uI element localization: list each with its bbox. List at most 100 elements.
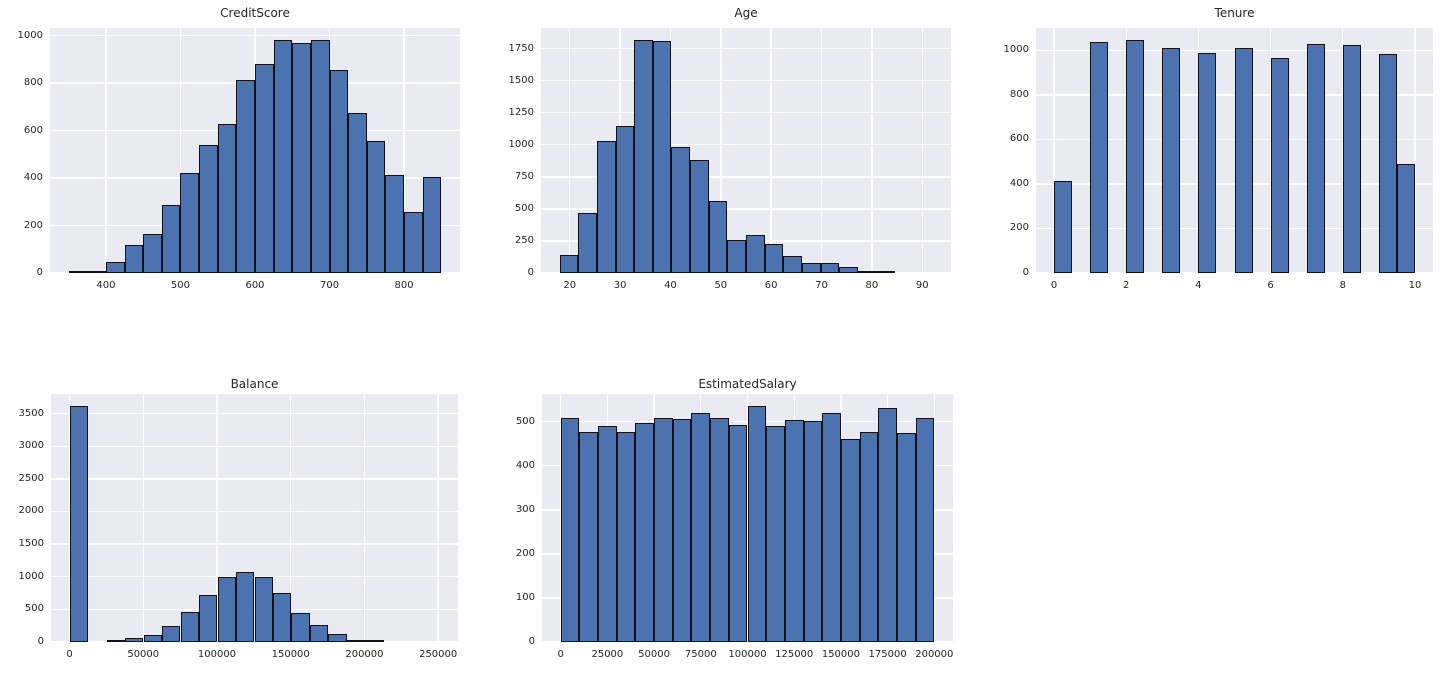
x-tick-label: 700 [319, 280, 340, 291]
histogram-bar [199, 595, 218, 642]
x-tick-label: 50 [714, 280, 728, 291]
x-gridline [746, 394, 749, 642]
x-tick-label: 30 [613, 280, 627, 291]
y-tick-label: 1750 [508, 42, 534, 54]
y-tick-label: 200 [515, 547, 535, 559]
x-gridline [1342, 28, 1344, 273]
chart-title-balance: Balance [230, 377, 279, 391]
y-tick-label: 3500 [18, 407, 44, 419]
y-gridline [51, 412, 458, 415]
histogram-bar [803, 420, 823, 642]
x-tick-label: 0 [1050, 280, 1058, 291]
histogram-bar [1126, 39, 1145, 273]
x-gridline [871, 28, 873, 273]
histogram-bar [217, 123, 237, 273]
y-tick-label: 500 [24, 603, 44, 615]
histogram-bar [236, 572, 255, 642]
x-tick-label: 600 [245, 280, 265, 291]
histogram-bar [598, 425, 617, 642]
histogram-bar [180, 173, 200, 273]
plot-area-tenure: 0 200 400 600 800 1000 0 2 4 6 8 10 [1004, 28, 1433, 291]
histogram-bar [1378, 53, 1397, 273]
histogram-bar [560, 418, 580, 642]
histogram-bar [691, 413, 711, 642]
y-tick-label: 200 [23, 219, 43, 231]
histogram-bar [161, 205, 181, 273]
histogram-bar [616, 431, 636, 642]
histogram-bar [217, 576, 236, 642]
histogram-bar [747, 406, 767, 642]
histogram-bar [346, 639, 366, 642]
histogram-bar [69, 405, 88, 642]
histogram-bar [876, 271, 896, 273]
x-tick-label: 8 [1339, 280, 1346, 291]
x-tick-label: 60 [764, 280, 778, 291]
x-gridline [179, 28, 182, 273]
histogram-bar [255, 64, 274, 273]
x-gridline [216, 394, 218, 642]
histogram-bar [596, 140, 616, 273]
y-tick-label: 0 [1022, 267, 1029, 278]
histogram-bar [727, 240, 746, 273]
histogram-bar [143, 233, 162, 273]
histogram-bar [635, 423, 655, 642]
y-tick-label: 400 [23, 172, 43, 184]
y-tick-label: 500 [515, 415, 535, 427]
histogram-bar [708, 200, 728, 273]
histogram-bar [839, 267, 858, 273]
y-gridline [541, 176, 951, 178]
chart-balance: Balance 0 500 1000 1500 2000 2500 3000 3500 0 500… [0, 370, 485, 676]
chart-title-tenure: Tenure [1214, 6, 1255, 20]
x-tick-label: 20 [563, 280, 577, 291]
histogram-bar [1396, 163, 1415, 273]
x-gridline [437, 394, 439, 642]
histogram-bar [125, 638, 144, 642]
histogram-bar [143, 634, 162, 642]
x-tick-label: 800 [394, 280, 414, 291]
x-gridline [105, 28, 107, 273]
y-tick-label: 2000 [18, 505, 44, 517]
histogram-bar [783, 256, 802, 273]
histogram-bar [348, 113, 367, 273]
histogram-bar [236, 79, 255, 273]
y-gridline [51, 543, 458, 545]
histogram-bar [1234, 47, 1253, 273]
x-tick-label: 400 [96, 280, 116, 291]
x-tick-label: 40 [664, 280, 677, 291]
histogram-bar [199, 144, 218, 273]
y-tick-label: 1000 [17, 29, 43, 41]
chart-creditscore: CreditScore 0 200 400 600 800 1000 400 500 600 70… [0, 0, 485, 300]
histogram-bar [328, 633, 347, 642]
y-tick-label: 1500 [18, 538, 44, 550]
y-gridline [541, 144, 951, 146]
histogram-bar [857, 271, 877, 273]
histogram-bar [1162, 48, 1181, 273]
x-tick-label: 125000 [775, 649, 814, 660]
x-tick-label: 200000 [345, 649, 384, 660]
x-gridline [840, 394, 842, 642]
y-tick-label: 500 [514, 202, 534, 214]
histogram-bar [180, 611, 199, 642]
histogram-bar [746, 235, 765, 273]
chart-title-creditscore: CreditScore [220, 6, 290, 20]
histogram-bar [579, 431, 599, 642]
y-tick-label: 1000 [18, 570, 44, 582]
histogram-bar [87, 271, 106, 273]
histogram-bar [404, 212, 423, 273]
histogram-bar [273, 39, 293, 273]
x-tick-label: 175000 [868, 649, 907, 660]
x-gridline [1053, 28, 1055, 273]
histogram-bar [728, 424, 748, 642]
x-tick-label: 0 [557, 649, 564, 660]
histogram-bar [615, 126, 635, 273]
x-tick-label: 50000 [638, 649, 670, 660]
y-gridline [51, 478, 458, 480]
x-tick-label: 6 [1267, 280, 1274, 291]
histogram-bar [162, 626, 181, 642]
histogram-bar [310, 39, 330, 273]
x-gridline [68, 394, 71, 642]
y-tick-label: 3000 [18, 440, 44, 452]
y-tick-label: 300 [515, 503, 535, 515]
y-tick-label: 0 [528, 636, 535, 647]
histogram-bar [106, 640, 125, 642]
